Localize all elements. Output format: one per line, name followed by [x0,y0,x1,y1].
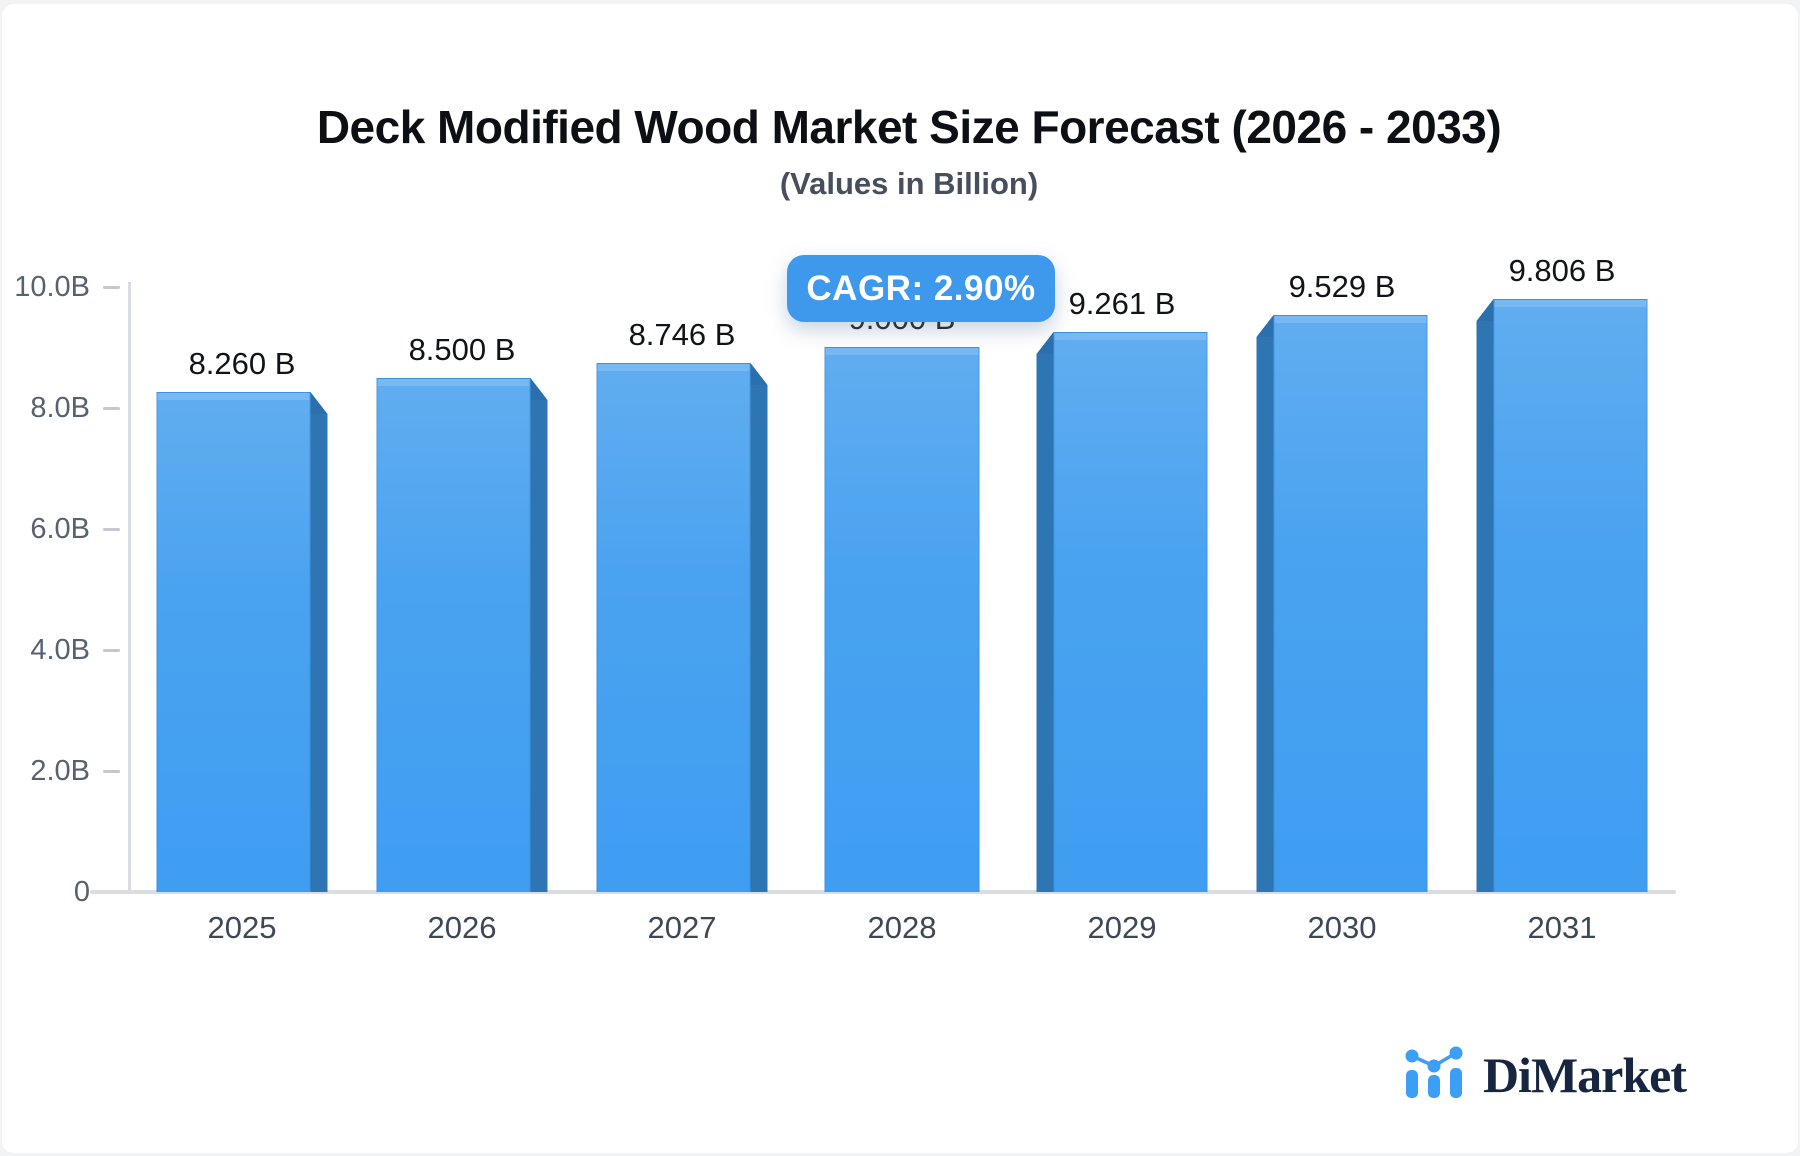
y-tick-label: 0 [73,875,90,908]
bar-front-face [1273,315,1428,892]
bar-2030: 9.529 B [1232,269,1452,892]
bar-3d-corner [1476,299,1494,321]
y-axis: 10.0B 8.0B 6.0B 4.0B 2.0B 0 [2,271,120,908]
y-tick-label: 6.0B [30,512,90,545]
bar [1476,299,1648,892]
bar-3d-side [1476,321,1494,892]
y-tick-label: 2.0B [30,754,90,787]
x-axis: 2025 2026 2027 2028 2029 2030 2031 [132,910,1672,946]
y-tick: 4.0B [30,633,120,666]
bar-2028: 9.000 B [792,287,1012,892]
x-axis-label-2027: 2027 [647,910,717,945]
bar-front-face [156,392,311,892]
bar-3d-corner [1256,315,1274,337]
bar-top-cap [377,379,530,386]
x-axis-label-2026: 2026 [427,910,497,945]
bar-front-face [1053,332,1208,892]
bar-top-cap [157,393,310,400]
bar-3d-side [1256,337,1274,892]
chart-card: Deck Modified Wood Market Size Forecast … [2,4,1798,1153]
bar-front-face [824,347,980,892]
bar-3d-corner [1036,332,1054,354]
y-tick: 10.0B [14,270,120,303]
x-axis-label-2025: 2025 [207,910,277,945]
chart-subtitle: (Values in Billion) [779,166,1039,201]
y-axis-line [128,282,131,894]
chart-title: Deck Modified Wood Market Size Forecast … [316,101,1502,153]
bar-value-label: 9.261 B [1068,286,1176,321]
x-axis-label-2028: 2028 [867,910,937,945]
y-tick: 6.0B [30,512,120,545]
y-tick-label: 4.0B [30,633,90,666]
bar-2031: 9.806 B [1452,253,1672,892]
y-tick-label: 10.0B [14,270,90,303]
x-axis-label-2031: 2031 [1527,910,1597,945]
dimarket-logo: DiMarket [1404,1042,1687,1103]
y-tick-mark [103,648,120,652]
bar-value-label: 8.260 B [188,346,296,381]
y-tick-mark [103,769,120,773]
x-axis-baseline [90,890,1676,894]
bar-front-face [376,378,531,892]
bar-3d-side [530,400,548,892]
bar-top-cap [1054,333,1207,340]
bar-3d-corner [310,392,328,414]
bar [156,392,328,892]
y-tick-mark [103,285,120,289]
bar-value-label: 8.500 B [408,332,516,367]
bar-value-label: 9.529 B [1288,269,1396,304]
bar-front-face [1493,299,1648,892]
y-tick-mark [103,406,120,410]
bar-3d-side [310,414,328,892]
logo-text: DiMarket [1482,1047,1687,1103]
bar-value-label: 8.746 B [628,317,736,352]
bar [1036,332,1208,892]
bar [824,347,980,892]
bar-chart-trend-icon [1405,1046,1463,1098]
bar-2027: 8.746 B [572,287,792,892]
bar-top-cap [1494,300,1647,307]
bar-chart-plot: 8.260 B 8.500 B 8.746 B [132,253,1672,892]
y-tick-label: 8.0B [30,391,90,424]
bar-2026: 8.500 B [352,287,572,892]
bar-2025: 8.260 B [132,287,352,892]
bar-top-cap [1274,316,1427,323]
bar-3d-side [750,385,768,892]
cagr-badge: CAGR: 2.90% [787,255,1055,322]
bar-front-face [596,363,751,892]
bar [596,363,768,892]
bar [1256,315,1428,892]
bar [376,378,548,892]
y-tick: 2.0B [30,754,120,787]
bar-3d-side [1036,354,1054,892]
bar-2029: 9.261 B [1012,286,1232,892]
bar-3d-corner [530,378,548,400]
bar-3d-corner [750,363,768,385]
x-axis-label-2029: 2029 [1087,910,1157,945]
y-tick-mark [103,527,120,531]
y-tick: 8.0B [30,391,120,424]
x-axis-label-2030: 2030 [1307,910,1377,945]
bar-top-cap [597,364,750,371]
bar-value-label: 9.806 B [1508,253,1616,288]
bar-top-cap [825,348,979,355]
